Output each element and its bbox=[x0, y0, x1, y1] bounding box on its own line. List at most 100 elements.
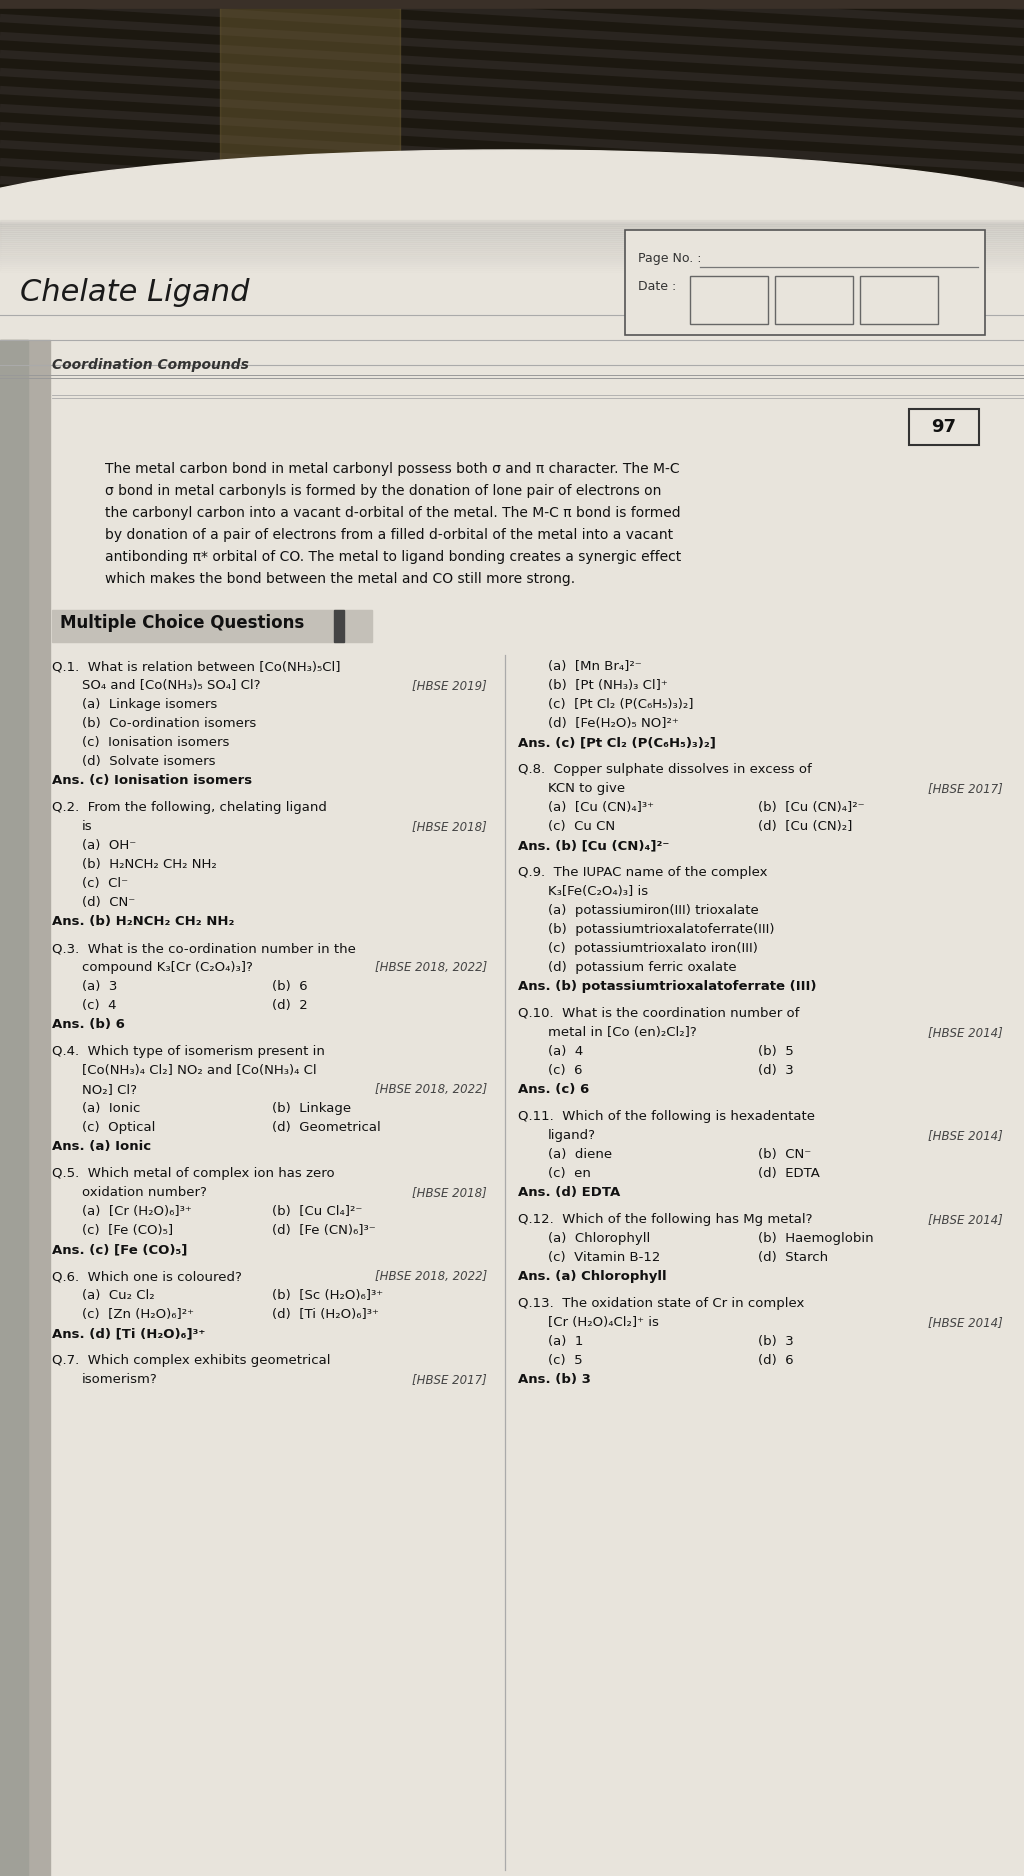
Text: (a)  Chlorophyll: (a) Chlorophyll bbox=[548, 1233, 650, 1246]
Text: Date :: Date : bbox=[638, 280, 676, 293]
Bar bbox=[775, 276, 853, 325]
FancyBboxPatch shape bbox=[909, 409, 979, 445]
Text: (b)  [Pt (NH₃)₃ Cl]⁺: (b) [Pt (NH₃)₃ Cl]⁺ bbox=[548, 679, 668, 692]
Text: (c)  Optical: (c) Optical bbox=[82, 1122, 156, 1133]
Text: (d)  [Fe(H₂O)₅ NO]²⁺: (d) [Fe(H₂O)₅ NO]²⁺ bbox=[548, 717, 679, 730]
Text: Q.6.  Which one is coloured?: Q.6. Which one is coloured? bbox=[52, 1270, 242, 1283]
Text: (b)  3: (b) 3 bbox=[758, 1336, 794, 1349]
Text: (c)  [Zn (H₂O)₆]²⁺: (c) [Zn (H₂O)₆]²⁺ bbox=[82, 1308, 194, 1321]
Text: the carbonyl carbon into a vacant d-orbital of the metal. The M-C π bond is form: the carbonyl carbon into a vacant d-orbi… bbox=[105, 507, 681, 520]
Bar bbox=[0, 261, 1024, 265]
Text: Ans. (c) [Fe (CO)₅]: Ans. (c) [Fe (CO)₅] bbox=[52, 1244, 187, 1257]
Text: (d)  CN⁻: (d) CN⁻ bbox=[82, 897, 135, 910]
Bar bbox=[220, 0, 400, 231]
Text: [HBSE 2018]: [HBSE 2018] bbox=[413, 1186, 487, 1199]
Text: compound K₃[Cr (C₂O₄)₃]?: compound K₃[Cr (C₂O₄)₃]? bbox=[82, 961, 253, 974]
Text: (b)  [Cu Cl₄]²⁻: (b) [Cu Cl₄]²⁻ bbox=[272, 1204, 362, 1218]
Text: (d)  3: (d) 3 bbox=[758, 1064, 794, 1077]
Bar bbox=[0, 246, 1024, 250]
Bar bbox=[625, 231, 985, 336]
Text: Q.7.  Which complex exhibits geometrical: Q.7. Which complex exhibits geometrical bbox=[52, 1354, 331, 1368]
Text: Q.13.  The oxidation state of Cr in complex: Q.13. The oxidation state of Cr in compl… bbox=[518, 1296, 805, 1309]
Bar bbox=[0, 0, 1024, 231]
Text: [HBSE 2018]: [HBSE 2018] bbox=[413, 820, 487, 833]
Text: Q.3.  What is the co-ordination number in the: Q.3. What is the co-ordination number in… bbox=[52, 942, 356, 955]
Bar bbox=[0, 253, 1024, 259]
Text: (c)  [Fe (CO)₅]: (c) [Fe (CO)₅] bbox=[82, 1223, 173, 1236]
Text: (a)  [Cu (CN)₄]³⁺: (a) [Cu (CN)₄]³⁺ bbox=[548, 801, 654, 814]
Text: (d)  [Fe (CN)₆]³⁻: (d) [Fe (CN)₆]³⁻ bbox=[272, 1223, 376, 1236]
Text: antibonding π* orbital of CO. The metal to ligand bonding creates a synergic eff: antibonding π* orbital of CO. The metal … bbox=[105, 550, 681, 565]
Text: Ans. (a) Ionic: Ans. (a) Ionic bbox=[52, 1141, 152, 1154]
Text: (c)  Cu CN: (c) Cu CN bbox=[548, 820, 615, 833]
Text: Ans. (b) 6: Ans. (b) 6 bbox=[52, 1019, 125, 1032]
Text: Ans. (b) 3: Ans. (b) 3 bbox=[518, 1373, 591, 1386]
Bar bbox=[0, 223, 1024, 229]
Text: is: is bbox=[82, 820, 92, 833]
Bar bbox=[0, 340, 50, 1876]
Bar bbox=[0, 248, 1024, 251]
Text: (b)  Co-ordination isomers: (b) Co-ordination isomers bbox=[82, 717, 256, 730]
Text: (b)  5: (b) 5 bbox=[758, 1045, 794, 1058]
Bar bbox=[0, 231, 1024, 234]
Text: (a)  potassiumiron(III) trioxalate: (a) potassiumiron(III) trioxalate bbox=[548, 904, 759, 917]
Bar bbox=[0, 251, 1024, 255]
Text: (d)  2: (d) 2 bbox=[272, 1000, 308, 1011]
Text: (c)  Cl⁻: (c) Cl⁻ bbox=[82, 876, 128, 889]
Bar bbox=[0, 244, 1024, 248]
Text: Q.12.  Which of the following has Mg metal?: Q.12. Which of the following has Mg meta… bbox=[518, 1214, 812, 1227]
Text: Q.2.  From the following, chelating ligand: Q.2. From the following, chelating ligan… bbox=[52, 801, 327, 814]
Text: [HBSE 2018, 2022]: [HBSE 2018, 2022] bbox=[375, 1082, 487, 1096]
Bar bbox=[52, 610, 372, 642]
Text: K₃[Fe(C₂O₄)₃] is: K₃[Fe(C₂O₄)₃] is bbox=[548, 885, 648, 899]
Text: (d)  EDTA: (d) EDTA bbox=[758, 1167, 820, 1180]
Text: (a)  OH⁻: (a) OH⁻ bbox=[82, 839, 136, 852]
Text: (c)  5: (c) 5 bbox=[548, 1354, 583, 1368]
Text: σ bond in metal carbonyls is formed by the donation of lone pair of electrons on: σ bond in metal carbonyls is formed by t… bbox=[105, 484, 662, 497]
Bar bbox=[0, 266, 1024, 270]
Text: (d)  [Ti (H₂O)₆]³⁺: (d) [Ti (H₂O)₆]³⁺ bbox=[272, 1308, 379, 1321]
Text: Ans. (b) [Cu (CN)₄]²⁻: Ans. (b) [Cu (CN)₄]²⁻ bbox=[518, 839, 670, 852]
Text: Ans. (b) potassiumtrioxalatoferrate (III): Ans. (b) potassiumtrioxalatoferrate (III… bbox=[518, 979, 816, 992]
Text: Ans. (c) 6: Ans. (c) 6 bbox=[518, 1082, 589, 1096]
Ellipse shape bbox=[0, 150, 1024, 310]
Text: (c)  Ionisation isomers: (c) Ionisation isomers bbox=[82, 735, 229, 749]
Text: [HBSE 2014]: [HBSE 2014] bbox=[928, 1026, 1002, 1039]
Text: isomerism?: isomerism? bbox=[82, 1373, 158, 1386]
Text: (b)  Haemoglobin: (b) Haemoglobin bbox=[758, 1233, 873, 1246]
Bar bbox=[334, 610, 344, 642]
Text: (a)  1: (a) 1 bbox=[548, 1336, 584, 1349]
Text: (b)  [Cu (CN)₄]²⁻: (b) [Cu (CN)₄]²⁻ bbox=[758, 801, 864, 814]
Text: (b)  6: (b) 6 bbox=[272, 979, 307, 992]
Text: Q.1.  What is relation between [Co(NH₃)₅Cl]: Q.1. What is relation between [Co(NH₃)₅C… bbox=[52, 660, 341, 673]
Text: (b)  [Sc (H₂O)₆]³⁺: (b) [Sc (H₂O)₆]³⁺ bbox=[272, 1289, 383, 1302]
Bar bbox=[860, 276, 938, 325]
Text: (b)  potassiumtrioxalatoferrate(III): (b) potassiumtrioxalatoferrate(III) bbox=[548, 923, 774, 936]
Text: by donation of a pair of electrons from a filled d-orbital of the metal into a v: by donation of a pair of electrons from … bbox=[105, 527, 673, 542]
Text: KCN to give: KCN to give bbox=[548, 782, 625, 795]
Text: (d)  [Cu (CN)₂]: (d) [Cu (CN)₂] bbox=[758, 820, 852, 833]
Bar bbox=[0, 265, 1024, 268]
Text: Q.4.  Which type of isomerism present in: Q.4. Which type of isomerism present in bbox=[52, 1045, 325, 1058]
Bar bbox=[0, 233, 1024, 236]
Text: (d)  potassium ferric oxalate: (d) potassium ferric oxalate bbox=[548, 961, 736, 974]
Text: (d)  Starch: (d) Starch bbox=[758, 1251, 828, 1264]
Text: metal in [Co (en)₂Cl₂]?: metal in [Co (en)₂Cl₂]? bbox=[548, 1026, 696, 1039]
Text: (a)  3: (a) 3 bbox=[82, 979, 118, 992]
Text: (a)  Cu₂ Cl₂: (a) Cu₂ Cl₂ bbox=[82, 1289, 155, 1302]
Text: (c)  potassiumtrioxalato iron(III): (c) potassiumtrioxalato iron(III) bbox=[548, 942, 758, 955]
Text: Ans. (a) Chlorophyll: Ans. (a) Chlorophyll bbox=[518, 1270, 667, 1283]
Text: (c)  en: (c) en bbox=[548, 1167, 591, 1180]
Bar bbox=[0, 234, 1024, 238]
Text: Q.8.  Copper sulphate dissolves in excess of: Q.8. Copper sulphate dissolves in excess… bbox=[518, 764, 812, 777]
Text: (a)  [Mn Br₄]²⁻: (a) [Mn Br₄]²⁻ bbox=[548, 660, 642, 673]
Bar bbox=[0, 221, 1024, 225]
Text: [Co(NH₃)₄ Cl₂] NO₂ and [Co(NH₃)₄ Cl: [Co(NH₃)₄ Cl₂] NO₂ and [Co(NH₃)₄ Cl bbox=[82, 1064, 316, 1077]
Bar bbox=[0, 219, 1024, 223]
Text: [HBSE 2014]: [HBSE 2014] bbox=[928, 1214, 1002, 1227]
Text: (a)  4: (a) 4 bbox=[548, 1045, 584, 1058]
Text: (a)  Ionic: (a) Ionic bbox=[82, 1101, 140, 1114]
Text: [HBSE 2017]: [HBSE 2017] bbox=[413, 1373, 487, 1386]
Text: Coordination Compounds: Coordination Compounds bbox=[52, 358, 249, 371]
Text: 97: 97 bbox=[932, 418, 956, 435]
